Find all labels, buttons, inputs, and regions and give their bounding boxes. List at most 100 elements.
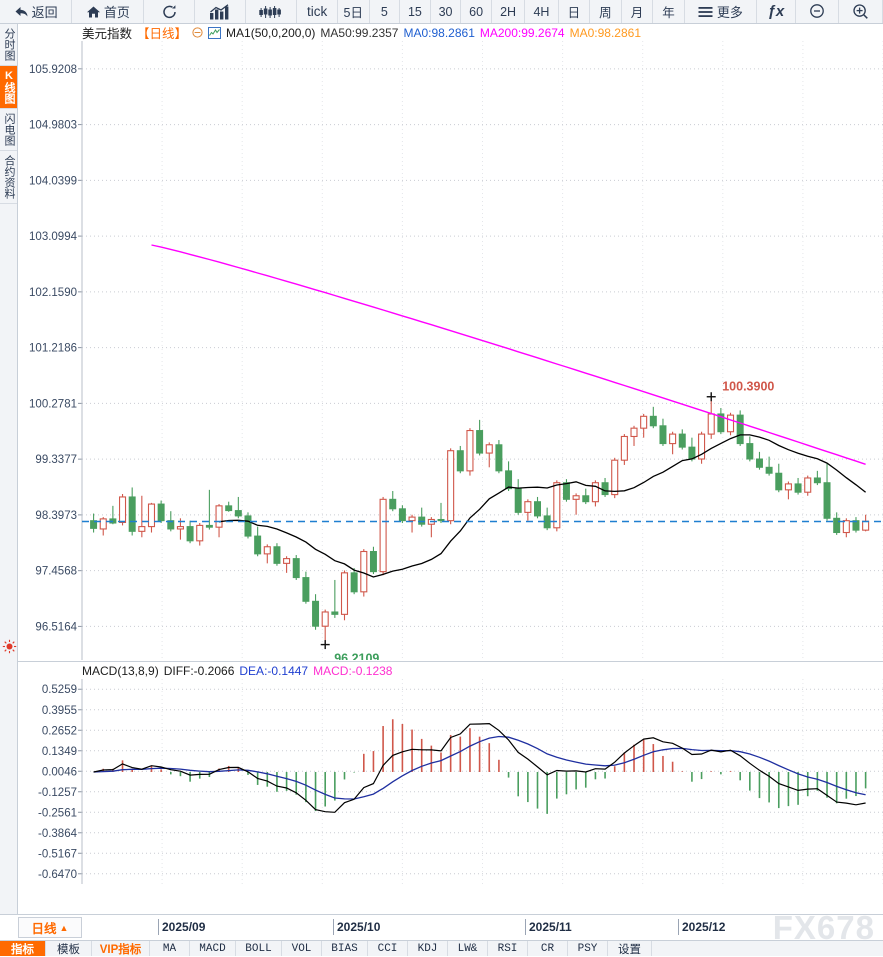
toolbar-label-home: 首页	[103, 5, 130, 20]
candlestick	[640, 413, 648, 438]
toolbar-button-refresh[interactable]	[144, 0, 196, 23]
ma-line-icon[interactable]	[208, 26, 222, 39]
candlestick	[263, 544, 271, 564]
indicator-button-lwr[interactable]: LW&	[448, 941, 488, 956]
toolbar-button-day[interactable]: 日	[559, 0, 591, 23]
indicator-button-settings[interactable]: 设置	[608, 941, 652, 956]
toolbar-button-60[interactable]: 60	[461, 0, 492, 23]
sidebar-item-contract[interactable]: 合约资料	[0, 151, 17, 204]
toolbar-button-zoomin[interactable]	[839, 0, 883, 23]
toolbar-label-month: 月	[630, 6, 644, 20]
candlestick	[591, 480, 599, 507]
macd-diff-line	[93, 722, 866, 813]
candlestick	[659, 418, 667, 446]
toolbar-button-fx[interactable]: ƒx	[757, 0, 796, 23]
toolbar-button-back[interactable]: 返回	[0, 0, 73, 23]
toolbar-button-year[interactable]: 年	[653, 0, 685, 23]
candlestick	[505, 461, 513, 492]
indicator-button-bias[interactable]: BIAS	[322, 941, 368, 956]
toolbar-button-more[interactable]: 更多	[685, 0, 757, 23]
toolbar-button-chart[interactable]	[195, 0, 247, 23]
price-y-tick: 96.5164	[35, 621, 77, 633]
candlestick	[225, 501, 233, 512]
indicator-button-label: VIP指标	[99, 943, 142, 956]
toolbar-label-year: 年	[662, 6, 675, 20]
candlestick	[138, 495, 146, 538]
toolbar-button-month[interactable]: 月	[622, 0, 654, 23]
period-selector-label: 日线	[31, 922, 57, 936]
sidebar-item-kline[interactable]: K线图	[0, 66, 17, 109]
macd-indicator-label: MACD(13,8,9)	[82, 663, 159, 678]
price-y-tick: 104.0399	[29, 175, 77, 187]
toolbar-button-candles[interactable]	[246, 0, 298, 23]
candlestick	[196, 523, 204, 546]
price-plot: 105.9208 104.9803 104.0399 103.0994 102.1590…	[29, 41, 883, 660]
toolbar-button-tick[interactable]: tick	[297, 0, 339, 23]
readout-ma200: MA200:99.2674	[479, 25, 565, 40]
macd-y-tick: -0.5167	[38, 848, 77, 860]
price-y-tick: 98.3973	[35, 510, 77, 522]
candlestick	[398, 505, 406, 524]
toolbar-button-week[interactable]: 周	[590, 0, 622, 23]
period-selector-button[interactable]: 日线 ▲	[18, 917, 82, 938]
candlestick	[794, 477, 802, 495]
toolbar-button-30[interactable]: 30	[431, 0, 462, 23]
candlestick	[273, 543, 281, 566]
sun-settings-icon[interactable]	[2, 639, 17, 657]
toolbar-button-home[interactable]: 首页	[72, 0, 145, 23]
candlestick	[495, 440, 503, 474]
sidebar-item-label: 合约资料	[3, 155, 15, 199]
bar-chart-icon	[209, 3, 231, 20]
indicator-button-kdj[interactable]: KDJ	[408, 941, 448, 956]
price-y-tick: 104.9803	[29, 120, 77, 132]
indicator-button-indicator[interactable]: 指标	[0, 941, 46, 956]
readout-macd: MACD:-0.1238	[313, 663, 393, 678]
indicator-button-ma[interactable]: MA	[150, 941, 190, 956]
bottom-toolbar: 指标 模板 VIP指标 MA MACD BOLL VOL BIAS CCI KDJ LW& RSI CR…	[0, 940, 883, 956]
indicator-button-label: VOL	[291, 942, 312, 955]
toolbar-button-zoomout[interactable]	[796, 0, 840, 23]
toolbar-label-2h: 2H	[500, 4, 517, 19]
minus-circle-icon[interactable]	[192, 27, 203, 38]
sidebar-item-lightning[interactable]: 闪电图	[0, 109, 17, 151]
candlestick	[630, 425, 638, 446]
candlestick	[292, 555, 300, 580]
toolbar-button-5[interactable]: 5	[370, 0, 401, 23]
indicator-button-template[interactable]: 模板	[46, 941, 92, 956]
macd-y-tick: -0.6470	[38, 869, 77, 881]
caret-up-icon: ▲	[59, 922, 69, 933]
toolbar-button-15[interactable]: 15	[400, 0, 431, 23]
price-y-tick: 101.2186	[29, 343, 77, 355]
indicator-button-boll[interactable]: BOLL	[236, 941, 282, 956]
candlestick	[408, 514, 416, 533]
candlestick	[283, 556, 291, 573]
x-axis-tick: 2025/12	[678, 919, 725, 935]
indicator-button-label: BIAS	[331, 942, 358, 955]
indicator-button-rsi[interactable]: RSI	[488, 941, 528, 956]
indicator-button-vip[interactable]: VIP指标	[92, 941, 150, 956]
macd-y-tick: -0.1257	[38, 787, 77, 799]
indicator-button-cr[interactable]: CR	[528, 941, 568, 956]
candlestick	[582, 488, 590, 505]
indicator-button-vol[interactable]: VOL	[282, 941, 322, 956]
indicator-button-psy[interactable]: PSY	[568, 941, 608, 956]
toolbar-button-4h[interactable]: 4H	[525, 0, 559, 23]
candlestick	[601, 477, 609, 497]
candlestick	[534, 496, 542, 519]
toolbar-button-5d[interactable]: 5日	[338, 0, 370, 23]
price-y-tick: 102.1590	[29, 287, 77, 299]
macd-plot: 0.5259 0.3955 0.2652 0.1349 0.0046 -0.1257 -0.…	[38, 679, 883, 884]
macd-chart-panel[interactable]: MACD(13,8,9) DIFF:-0.2066 DEA:-0.1447 MA…	[18, 661, 883, 915]
price-y-tick: 103.0994	[29, 231, 78, 243]
candlestick	[485, 442, 493, 468]
instrument-period: 【日线】	[137, 27, 188, 41]
indicator-button-macd[interactable]: MACD	[190, 941, 236, 956]
price-chart-legend: 美元指数 【日线】 MA1(50,0,200,0) MA50:99.2357 M…	[18, 24, 641, 42]
ma50-line	[218, 434, 867, 578]
toolbar-button-2h[interactable]: 2H	[492, 0, 526, 23]
toolbar-label-day: 日	[567, 6, 581, 20]
sidebar-item-timeshare[interactable]: 分时图	[0, 24, 17, 66]
instrument-name: 美元指数	[82, 27, 133, 41]
price-chart-panel[interactable]: 美元指数 【日线】 MA1(50,0,200,0) MA50:99.2357 M…	[18, 24, 883, 660]
indicator-button-cci[interactable]: CCI	[368, 941, 408, 956]
